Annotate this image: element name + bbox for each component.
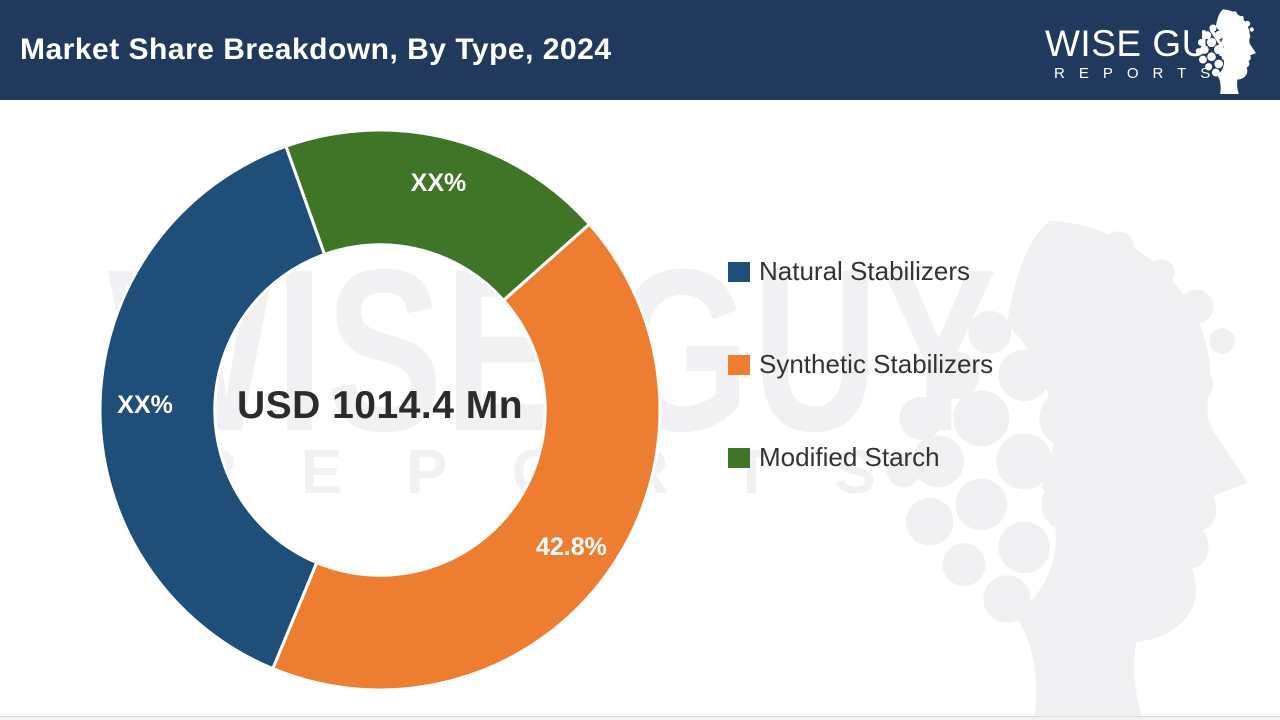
header-bar: Market Share Breakdown, By Type, 2024 WI… — [0, 0, 1280, 100]
donut-slice-natural-stabilizers — [98, 144, 327, 671]
legend-label: Synthetic Stabilizers — [759, 349, 994, 379]
donut-center-value: USD 1014.4 Mn — [236, 384, 524, 427]
donut-slice-label: XX% — [411, 169, 467, 197]
legend-swatch-icon — [728, 447, 750, 468]
chart-legend: Natural Stabilizers Synthetic Stabilizer… — [728, 256, 993, 473]
logo-subtext: REPORTS — [1054, 65, 1224, 82]
donut-slice-label: 42.8% — [536, 533, 607, 561]
donut-chart: XX% XX% 42.8% — [98, 128, 662, 692]
legend-swatch-icon — [728, 354, 750, 375]
legend-label: Modified Starch — [759, 442, 940, 472]
page-title: Market Share Breakdown, By Type, 2024 — [20, 33, 612, 66]
wiseguy-logo: WISE GUY REPORTS — [1045, 9, 1256, 94]
donut-slice-label: XX% — [117, 391, 173, 419]
legend-item-synthetic-stabilizers: Synthetic Stabilizers — [728, 349, 993, 380]
legend-label: Natural Stabilizers — [759, 256, 970, 286]
donut-slice-modified-starch — [284, 128, 592, 303]
legend-item-natural-stabilizers: Natural Stabilizers — [728, 256, 993, 287]
donut-slice-synthetic-stabilizers — [270, 222, 662, 692]
legend-swatch-icon — [728, 261, 750, 282]
bottom-divider — [0, 716, 1280, 720]
legend-item-modified-starch: Modified Starch — [728, 442, 993, 473]
